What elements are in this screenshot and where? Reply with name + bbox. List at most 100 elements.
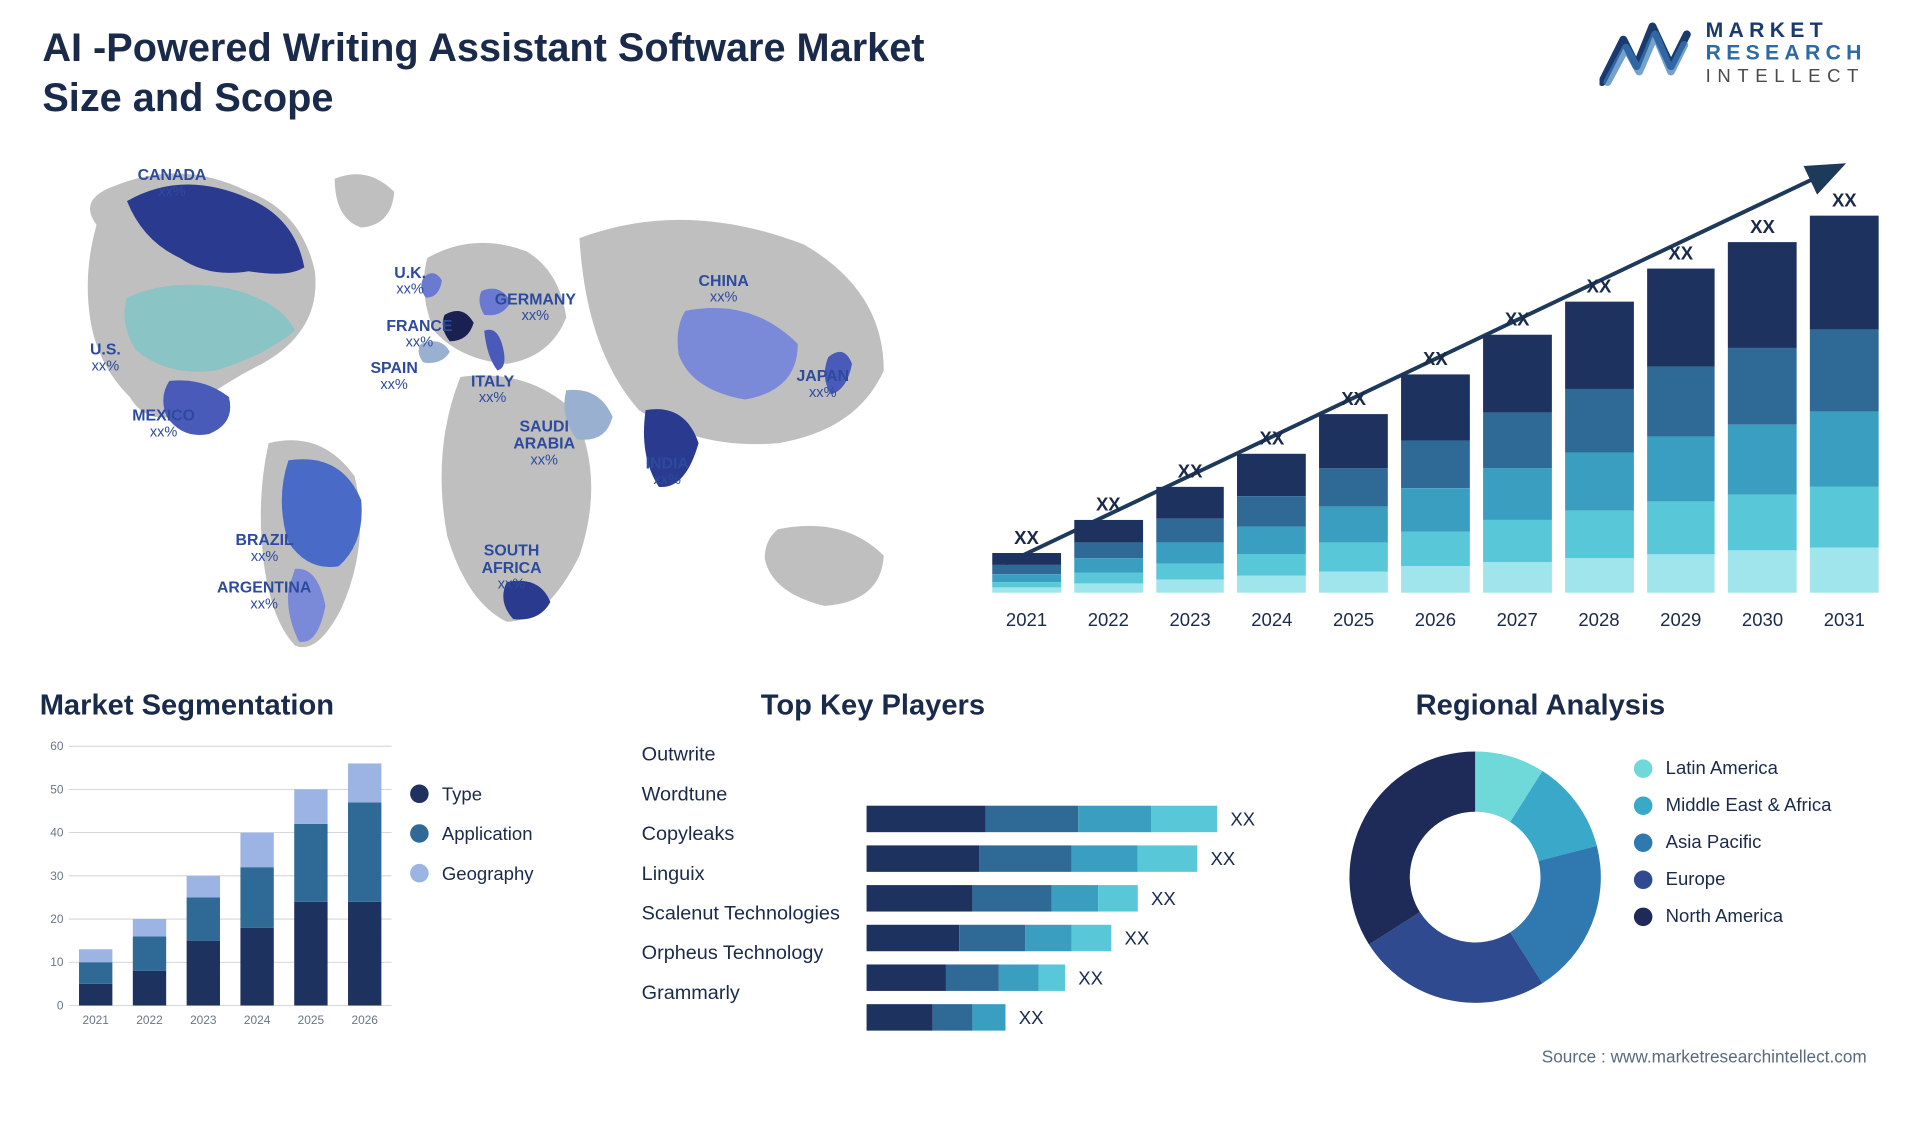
svg-text:2021: 2021 [82, 1013, 109, 1027]
map-label-saudi-arabia: SAUDIARABIAxx% [513, 418, 575, 469]
bigchart-bar-2025: XX [1319, 388, 1388, 593]
bigchart-segment [1646, 437, 1715, 502]
legend-label: Middle East & Africa [1666, 794, 1832, 815]
source-attribution: Source : www.marketresearchintellect.com [1542, 1046, 1867, 1066]
bigchart-segment [1401, 440, 1470, 488]
player-bar-row: XX [867, 958, 1304, 998]
player-bar-row: XX [867, 839, 1304, 879]
seg-bar-segment [240, 928, 273, 1006]
player-name: Scalenut Technologies [642, 894, 893, 934]
map-label-u-k-: U.K.xx% [394, 265, 426, 298]
player-bar [867, 806, 1218, 832]
seg-bar-segment [187, 876, 220, 898]
player-bar [867, 1004, 1006, 1030]
regional-donut [1336, 738, 1614, 1016]
player-bar-segment [867, 964, 946, 990]
bigchart-segment [1483, 520, 1552, 561]
player-bar-segment [867, 1004, 933, 1030]
players-title: Top Key Players [761, 688, 1317, 722]
player-bar [867, 845, 1198, 871]
seg-bar-segment [79, 984, 112, 1006]
bigchart-segment [1810, 547, 1879, 592]
bigchart-segment [1810, 412, 1879, 487]
player-bar-segment [972, 885, 1051, 911]
bigchart-bar-2022: XX [1074, 493, 1143, 592]
player-value-label: XX [1019, 1007, 1044, 1028]
svg-text:2023: 2023 [190, 1013, 217, 1027]
bigchart-segment [1565, 302, 1634, 389]
bigchart-segment [1156, 563, 1225, 580]
bigchart-segment [1156, 580, 1225, 593]
bigchart-segment [1238, 454, 1307, 496]
svg-text:2024: 2024 [244, 1013, 271, 1027]
svg-text:30: 30 [50, 869, 64, 883]
bigchart-xlabel: 2024 [1238, 609, 1307, 630]
bigchart-segment [1646, 269, 1715, 366]
legend-dot-icon [1634, 908, 1653, 927]
legend-label: Application [442, 823, 533, 844]
player-name: Grammarly [642, 974, 893, 1014]
bigchart-bar-2029: XX [1646, 242, 1715, 593]
bigchart-segment [1156, 487, 1225, 519]
svg-text:2025: 2025 [298, 1013, 325, 1027]
player-value-label: XX [1078, 967, 1103, 988]
bigchart-xlabel: 2022 [1074, 609, 1143, 630]
player-value-label: XX [1211, 848, 1236, 869]
map-label-italy: ITALYxx% [471, 373, 514, 406]
bigchart-bar-2030: XX [1728, 216, 1797, 593]
regional-legend-item: Asia Pacific [1634, 831, 1831, 852]
bigchart-xlabel: 2029 [1646, 609, 1715, 630]
seg-bar-segment [133, 936, 166, 971]
svg-text:20: 20 [50, 912, 64, 926]
bigchart-segment [1483, 335, 1552, 412]
bigchart-segment [1646, 502, 1715, 554]
player-name: Wordtune [642, 775, 893, 815]
player-bar-segment [1025, 925, 1071, 951]
player-name: Linguix [642, 855, 893, 895]
svg-text:0: 0 [57, 998, 64, 1012]
player-value-label: XX [1230, 808, 1255, 829]
player-bar-row: XX [867, 918, 1304, 958]
regional-title: Regional Analysis [1416, 688, 1892, 722]
map-label-brazil: BRAZILxx% [235, 532, 293, 565]
player-bar-segment [1138, 845, 1198, 871]
player-bar [867, 964, 1065, 990]
logo-text-2: RESEARCH [1706, 43, 1867, 66]
bigchart-segment [1238, 576, 1307, 593]
player-bar-row [867, 759, 1304, 799]
bigchart-segment [1238, 526, 1307, 554]
legend-dot-icon [1634, 759, 1653, 778]
seg-bar-segment [294, 902, 327, 1006]
seg-legend-item: Type [410, 783, 533, 804]
bigchart-value-label: XX [1096, 493, 1121, 514]
bigchart-segment [1565, 453, 1634, 511]
bigchart-segment [1565, 389, 1634, 453]
svg-text:50: 50 [50, 782, 64, 796]
map-label-india: INDIAxx% [646, 455, 689, 488]
player-bar-segment [867, 845, 979, 871]
seg-bar-segment [79, 962, 112, 984]
bigchart-value-label: XX [1750, 216, 1775, 237]
player-bar-segment [867, 925, 960, 951]
player-name: Copyleaks [642, 815, 893, 855]
seg-legend-item: Geography [410, 863, 533, 884]
bigchart-value-label: XX [1341, 388, 1366, 409]
bigchart-bar-2026: XX [1401, 348, 1470, 593]
map-label-spain: SPAINxx% [370, 360, 417, 393]
map-label-mexico: MEXICOxx% [132, 407, 195, 440]
player-bar-row: XX [867, 799, 1304, 839]
player-bar-segment [1151, 806, 1217, 832]
legend-label: Geography [442, 863, 534, 884]
player-bar-segment [959, 925, 1025, 951]
map-label-south-africa: SOUTHAFRICAxx% [482, 542, 542, 593]
map-label-japan: JAPANxx% [796, 368, 849, 401]
legend-dot-icon [1634, 833, 1653, 852]
player-bar-segment [999, 964, 1039, 990]
player-bar-segment [986, 806, 1079, 832]
player-bar-segment [1039, 964, 1065, 990]
seg-bar-segment [133, 919, 166, 936]
logo-mark-icon [1600, 16, 1693, 90]
bigchart-segment [1483, 562, 1552, 593]
player-bar-row: XX [867, 878, 1304, 918]
bigchart-value-label: XX [1668, 242, 1693, 263]
